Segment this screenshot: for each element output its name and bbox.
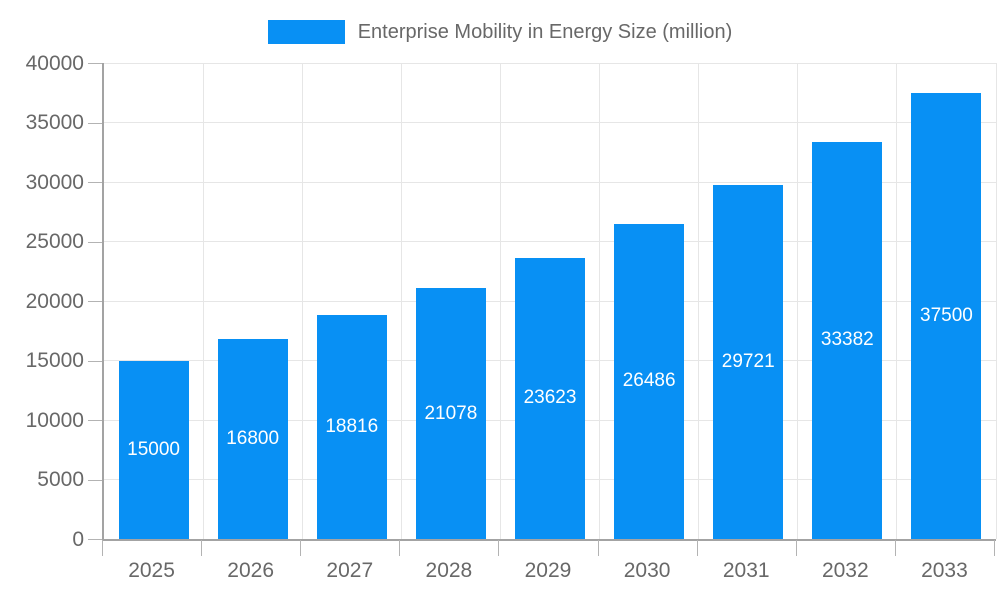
x-axis-tick-label: 2027 — [326, 559, 374, 582]
y-axis-tick-label: 20000 — [25, 289, 84, 313]
y-axis-tick — [88, 360, 102, 362]
y-axis-tick — [88, 539, 102, 540]
bar-value-label: 16800 — [226, 428, 280, 450]
x-axis-tick — [498, 540, 500, 556]
bar-2027: 18816 — [316, 315, 387, 539]
x-axis-tick-label: 2029 — [524, 559, 572, 582]
y-axis-tick-label: 15000 — [25, 349, 84, 372]
gridline-vertical — [301, 63, 303, 539]
gridline-vertical — [797, 63, 799, 539]
x-axis-tick — [894, 540, 896, 556]
x-axis-tick — [399, 540, 401, 556]
y-axis-tick — [88, 301, 102, 302]
bar-value-label: 26486 — [622, 370, 676, 392]
y-axis-tick-label: 5000 — [37, 468, 84, 491]
x-axis-tick — [795, 540, 797, 556]
y-axis-tick — [88, 63, 102, 64]
x-axis-tick — [597, 540, 599, 556]
y-axis-tick-label: 0 — [72, 527, 84, 551]
bar-value-label: 18816 — [325, 416, 379, 438]
gridline-vertical — [499, 63, 501, 539]
bar-2025: 15000 — [118, 360, 189, 539]
bar-2028: 21078 — [415, 288, 486, 539]
y-axis-tick-label: 10000 — [25, 408, 84, 432]
x-axis-tick — [102, 540, 103, 556]
x-axis-tick — [201, 540, 203, 556]
bar-value-label: 29721 — [721, 351, 775, 373]
y-axis-tick-label: 25000 — [25, 230, 84, 253]
legend-swatch — [267, 20, 345, 44]
gridline-vertical — [896, 63, 898, 539]
x-axis-tick-label: 2033 — [921, 559, 968, 582]
y-axis-tick-label: 30000 — [25, 170, 84, 194]
gridline-horizontal — [104, 62, 996, 64]
x-axis-tick-label: 2026 — [227, 559, 275, 582]
x-axis-tick-label: 2032 — [821, 559, 869, 582]
plot-area: 15000 16800 18816 21078 23623 26486 29721 33382… — [102, 62, 997, 541]
chart-legend[interactable]: Enterprise Mobility in Energy Size (mill… — [0, 20, 1000, 44]
x-axis-tick-label: 2031 — [722, 559, 770, 582]
x-axis-tick — [994, 540, 995, 556]
gridline-vertical — [400, 63, 402, 539]
bar-2033: 37500 — [911, 92, 982, 539]
x-axis-tick — [300, 540, 302, 556]
y-axis-tick — [88, 122, 102, 124]
y-axis-tick — [88, 241, 102, 243]
bar-2031: 29721 — [713, 185, 784, 539]
gridline-horizontal — [104, 181, 996, 183]
x-axis-tick-label: 2028 — [425, 559, 473, 582]
gridline-vertical — [599, 63, 601, 539]
bar-value-label: 33382 — [820, 329, 874, 351]
y-axis-tick-label: 35000 — [25, 111, 84, 134]
y-axis-tick-label: 40000 — [25, 51, 84, 75]
gridline-vertical — [698, 63, 700, 539]
x-axis-tick-label: 2030 — [623, 559, 671, 582]
bar-value-label: 23623 — [523, 387, 577, 409]
y-axis-tick — [88, 479, 102, 481]
y-axis-tick — [88, 420, 102, 421]
y-axis-tick — [88, 182, 102, 183]
gridline-horizontal — [104, 122, 996, 123]
x-axis-tick-label: 2025 — [128, 559, 175, 582]
bar-2026: 16800 — [217, 339, 288, 539]
x-axis-tick — [696, 540, 698, 556]
gridline-vertical — [202, 63, 204, 539]
bar-2029: 23623 — [515, 257, 585, 539]
legend-label: Enterprise Mobility in Energy Size (mill… — [357, 20, 733, 43]
bar-value-label: 37500 — [920, 304, 973, 326]
gridline-vertical — [995, 63, 997, 539]
bar-2030: 26486 — [614, 223, 685, 539]
bar-value-label: 21078 — [424, 402, 478, 424]
bar-2032: 33382 — [812, 141, 883, 539]
gridline-horizontal — [104, 241, 996, 242]
bar-value-label: 15000 — [127, 438, 180, 460]
